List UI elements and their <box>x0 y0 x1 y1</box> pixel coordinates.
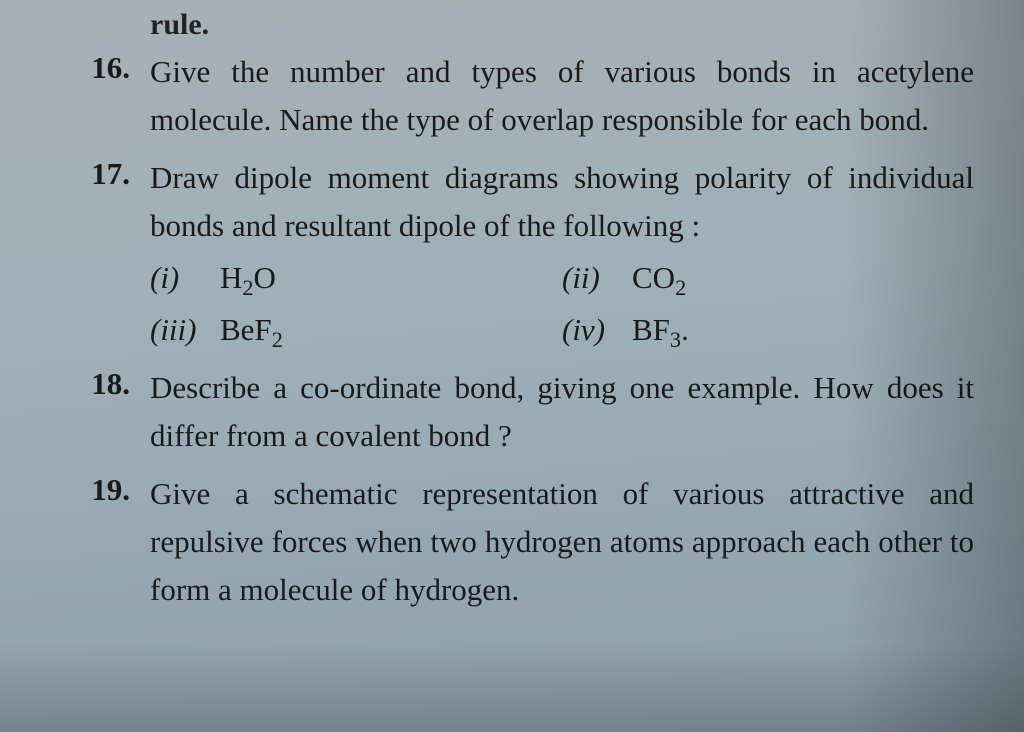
option-i: (i) H2O <box>150 254 562 302</box>
question-18: 18. Describe a co-ordinate bond, giving … <box>62 364 984 460</box>
prev-line-fragment: rule. <box>150 8 984 42</box>
question-number: 18. <box>62 364 150 402</box>
option-formula: BF3. <box>632 306 689 354</box>
option-iv: (iv) BF3. <box>562 306 974 354</box>
formula-sub: 2 <box>675 275 686 300</box>
question-text: Describe a co-ordinate bond, giving one … <box>150 364 984 460</box>
question-number: 16. <box>62 48 150 86</box>
photo-vignette-bottom <box>0 642 1024 732</box>
option-label: (ii) <box>562 254 622 302</box>
page: rule. 16. Give the number and types of v… <box>0 0 1024 732</box>
formula-sub: 3 <box>670 327 681 352</box>
formula-sub: 2 <box>272 327 283 352</box>
formula-base: H <box>220 260 242 295</box>
question-body: Draw dipole moment diagrams showing pola… <box>150 154 984 354</box>
question-text: Give the number and types of various bon… <box>150 48 984 144</box>
question-number: 19. <box>62 470 150 508</box>
formula-sub: 2 <box>242 275 253 300</box>
question-text: Give a schematic representation of vario… <box>150 470 984 614</box>
option-label: (iv) <box>562 306 622 354</box>
option-iii: (iii) BeF2 <box>150 306 562 354</box>
option-label: (i) <box>150 254 210 302</box>
question-19: 19. Give a schematic representation of v… <box>62 470 984 614</box>
option-formula: CO2 <box>632 254 686 302</box>
options-grid: (i) H2O (ii) CO2 (iii) BeF2 <box>150 254 974 354</box>
question-number: 17. <box>62 154 150 192</box>
option-formula: BeF2 <box>220 306 283 354</box>
question-17: 17. Draw dipole moment diagrams showing … <box>62 154 984 354</box>
formula-base: BF <box>632 312 670 347</box>
question-text: Draw dipole moment diagrams showing pola… <box>150 160 974 243</box>
formula-base: CO <box>632 260 675 295</box>
option-label: (iii) <box>150 306 210 354</box>
option-formula: H2O <box>220 254 276 302</box>
formula-base: BeF <box>220 312 272 347</box>
question-16: 16. Give the number and types of various… <box>62 48 984 144</box>
formula-tail: O <box>254 260 276 295</box>
option-ii: (ii) CO2 <box>562 254 974 302</box>
formula-suffix: . <box>681 312 689 347</box>
